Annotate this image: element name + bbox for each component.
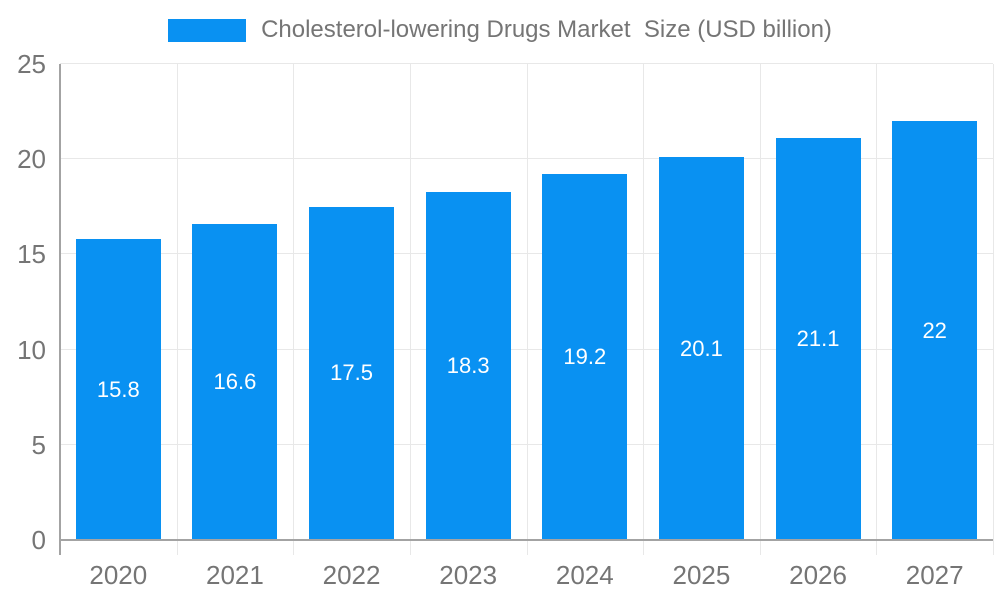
gridline-vertical [293,64,295,555]
y-tick-label: 0 [31,525,46,555]
gridline-vertical [759,64,761,555]
bar-slot: 19.2 [527,64,644,540]
bar-value-label: 17.5 [330,360,373,386]
bar-slot: 22 [876,64,993,540]
y-tick-label: 5 [31,429,46,460]
bar-value-label: 15.8 [96,376,140,402]
x-axis-line [60,539,993,541]
x-tick-label: 2027 [905,560,964,590]
legend-label: Cholesterol-lowering Drugs Market Size (… [261,16,832,43]
gridline-vertical [526,64,528,555]
bar-value-label: 18.3 [446,352,490,378]
plot-area: 15.8 16.6 17.5 18.3 19.2 20.1 21.1 22 [59,63,994,555]
y-tick-label: 10 [17,334,46,365]
x-tick-label: 2024 [555,560,614,590]
x-axis-labels: 2020 2021 2022 2023 2024 2025 2026 2027 [60,560,993,591]
y-tick-label: 20 [17,144,46,175]
bar[interactable]: 17.5 [309,206,395,540]
bar[interactable]: 22 [892,121,978,540]
bar-slot: 15.8 [60,64,177,540]
bar[interactable]: 18.3 [425,191,511,540]
bar[interactable]: 19.2 [542,174,628,540]
gridline-vertical [176,64,178,555]
bar-value-label: 16.6 [213,368,257,394]
bar-slot: 20.1 [643,64,760,540]
bar-value-label: 19.2 [563,344,607,370]
x-tick-label: 2022 [322,560,381,590]
bar-slot: 17.5 [293,64,410,540]
bar-value-label: 20.1 [680,335,723,361]
bar[interactable]: 21.1 [775,138,861,540]
bar-value-label: 21.1 [796,326,840,352]
gridline-vertical [993,64,994,555]
gridline-vertical [643,64,645,555]
bar[interactable]: 15.8 [75,239,161,540]
bar-slot: 16.6 [177,64,294,540]
gridline-vertical [876,64,878,555]
x-tick-label: 2023 [439,560,498,590]
y-tick-label: 25 [17,49,46,79]
y-axis-labels: 0 5 10 15 20 25 [0,51,46,553]
bar-value-label: 22 [922,317,947,343]
bar[interactable]: 20.1 [658,157,744,540]
x-tick-label: 2020 [89,560,148,590]
bars-container: 15.8 16.6 17.5 18.3 19.2 20.1 21.1 22 [60,64,993,540]
x-tick-label: 2026 [789,560,847,590]
y-tick-label: 15 [17,239,46,270]
bar-slot: 18.3 [410,64,527,540]
gridline-vertical [409,64,411,555]
legend[interactable]: Cholesterol-lowering Drugs Market Size (… [0,16,1000,44]
x-tick-label: 2021 [206,560,264,590]
legend-swatch-icon [168,18,247,42]
y-axis-line [59,64,61,555]
bar[interactable]: 16.6 [192,223,278,540]
gridline-horizontal [60,63,993,64]
x-tick-label: 2025 [672,560,731,590]
bar-slot: 21.1 [760,64,877,540]
